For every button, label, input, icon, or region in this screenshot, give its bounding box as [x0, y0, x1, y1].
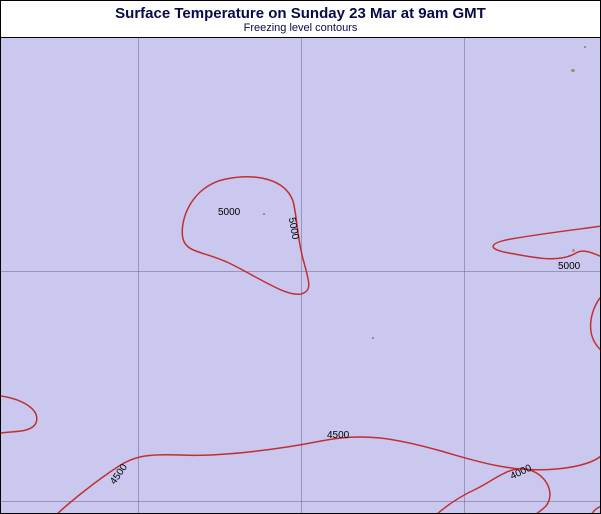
map-container: Surface Temperature on Sunday 23 Mar at … — [0, 0, 601, 514]
land-point — [571, 69, 575, 72]
land-point — [572, 249, 575, 252]
land-point — [263, 213, 265, 215]
contour-label: 5000 — [217, 207, 241, 218]
chart-header: Surface Temperature on Sunday 23 Mar at … — [1, 1, 600, 38]
chart-subtitle: Freezing level contours — [1, 22, 600, 34]
chart-title: Surface Temperature on Sunday 23 Mar at … — [1, 1, 600, 22]
contour-label: 5000 — [557, 261, 581, 272]
gridline-horizontal — [1, 501, 600, 502]
gridline-vertical — [301, 37, 302, 513]
gridline-vertical — [138, 37, 139, 513]
land-point — [584, 46, 586, 48]
gridline-vertical — [464, 37, 465, 513]
land-point — [372, 337, 374, 339]
contour-label: 4500 — [326, 430, 350, 441]
gridline-horizontal — [1, 271, 600, 272]
